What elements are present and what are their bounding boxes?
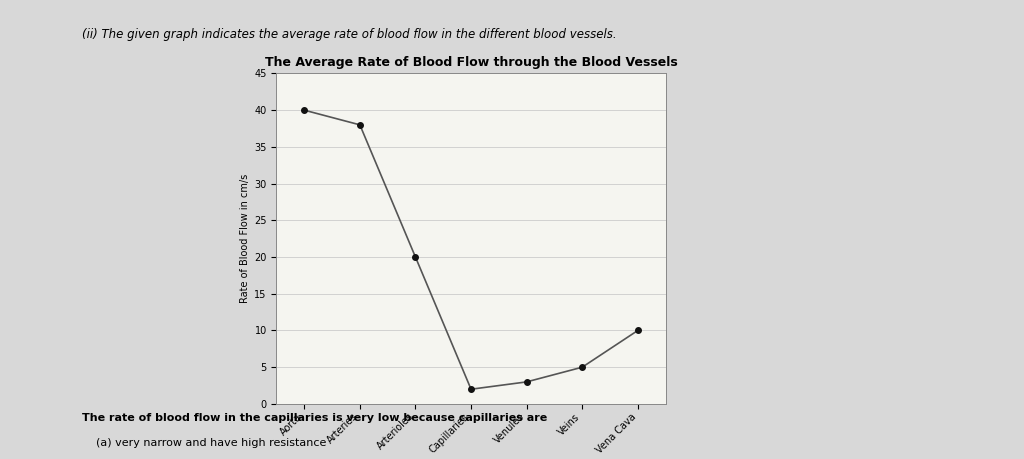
Text: (ii) The given graph indicates the average rate of blood flow in the different b: (ii) The given graph indicates the avera… <box>82 28 616 40</box>
Y-axis label: Rate of Blood Flow in cm/s: Rate of Blood Flow in cm/s <box>240 174 250 303</box>
Text: (a) very narrow and have high resistance: (a) very narrow and have high resistance <box>82 438 327 448</box>
Title: The Average Rate of Blood Flow through the Blood Vessels: The Average Rate of Blood Flow through t… <box>264 56 678 69</box>
Text: The rate of blood flow in the capillaries is very low because capillaries are: The rate of blood flow in the capillarie… <box>82 413 547 423</box>
